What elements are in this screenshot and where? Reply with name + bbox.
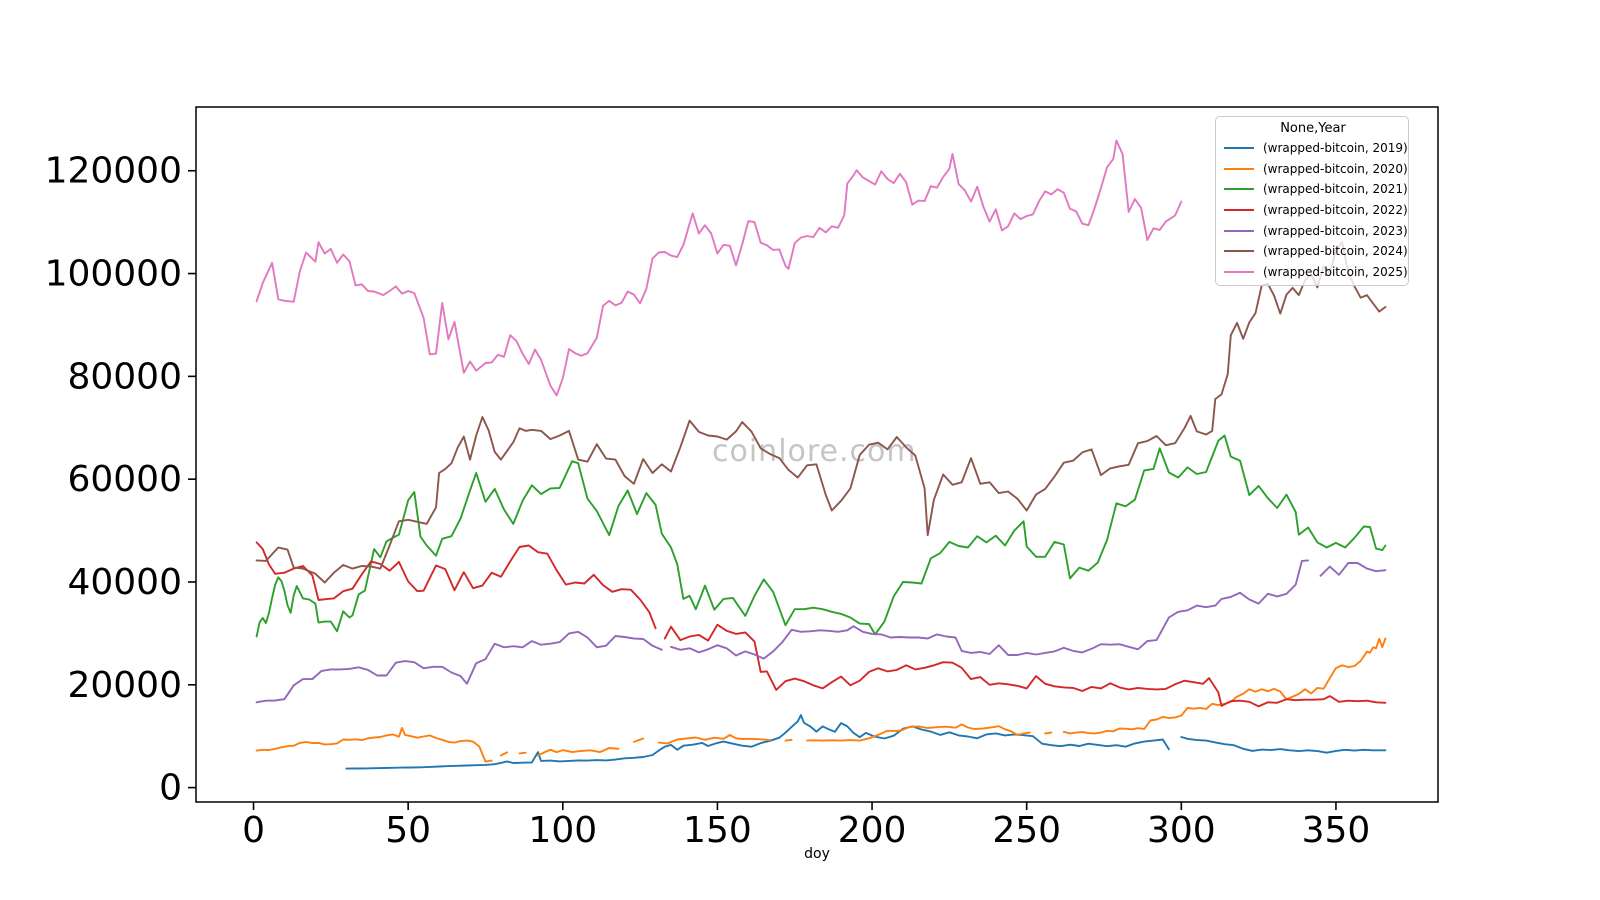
legend-entry-label: (wrapped-bitcoin, 2025) (1263, 264, 1408, 279)
legend-line-swatch (1224, 229, 1254, 232)
y-tick-label: 20000 (67, 665, 182, 706)
legend-entry-label: (wrapped-bitcoin, 2020) (1263, 161, 1408, 176)
x-tick-label: 50 (385, 810, 431, 851)
legend-line-swatch (1224, 270, 1254, 273)
x-tick-label: 200 (838, 810, 907, 851)
legend-entry: (wrapped-bitcoin, 2020) (1224, 159, 1408, 180)
series-line-2025 (255, 139, 1183, 397)
x-tick-label: 100 (528, 810, 597, 851)
legend-entry-label: (wrapped-bitcoin, 2022) (1263, 203, 1408, 218)
y-tick-label: 80000 (67, 356, 182, 397)
x-tick-label: 300 (1147, 810, 1216, 851)
legend-entry: (wrapped-bitcoin, 2023) (1224, 220, 1408, 241)
x-tick-label: 250 (992, 810, 1061, 851)
series-line-2022 (255, 541, 1387, 708)
legend-entry: (wrapped-bitcoin, 2025) (1224, 262, 1408, 283)
legend-entry: (wrapped-bitcoin, 2024) (1224, 241, 1408, 262)
legend-entry-label: (wrapped-bitcoin, 2024) (1263, 244, 1408, 259)
legend-entry: (wrapped-bitcoin, 2019) (1224, 138, 1408, 159)
x-tick-label: 350 (1302, 810, 1371, 851)
chart-legend: None,Year (wrapped-bitcoin, 2019) (wrappe… (1215, 116, 1409, 286)
legend-entry-label: (wrapped-bitcoin, 2019) (1263, 141, 1408, 156)
x-tick-label: 0 (242, 810, 265, 851)
series-line-2020 (255, 637, 1387, 763)
y-tick-label: 40000 (67, 562, 182, 603)
watermark: coinlore.com (712, 434, 917, 469)
x-axis-label: doy (804, 846, 830, 862)
legend-line-swatch (1224, 250, 1254, 253)
series-line-2024 (255, 241, 1387, 584)
legend-entry-label: (wrapped-bitcoin, 2023) (1263, 223, 1408, 238)
legend-line-swatch (1224, 147, 1254, 150)
x-tick-label: 150 (683, 810, 752, 851)
legend-entry: (wrapped-bitcoin, 2021) (1224, 179, 1408, 200)
legend-title: None,Year (1280, 121, 1346, 136)
series-line-2023 (255, 559, 1387, 704)
plot-frame (195, 106, 1439, 803)
legend-entry: (wrapped-bitcoin, 2022) (1224, 200, 1408, 221)
y-tick-label: 120000 (45, 151, 182, 192)
series-line-2019 (345, 714, 1387, 770)
y-tick-label: 100000 (45, 254, 182, 295)
legend-entries: (wrapped-bitcoin, 2019) (wrapped-bitcoin,… (1224, 138, 1408, 283)
legend-line-swatch (1224, 167, 1254, 170)
legend-line-swatch (1224, 188, 1254, 191)
y-tick-label: 0 (159, 768, 182, 809)
series-line-2021 (255, 434, 1387, 638)
legend-line-swatch (1224, 209, 1254, 212)
y-tick-label: 60000 (67, 459, 182, 500)
legend-entry-label: (wrapped-bitcoin, 2021) (1263, 182, 1408, 197)
